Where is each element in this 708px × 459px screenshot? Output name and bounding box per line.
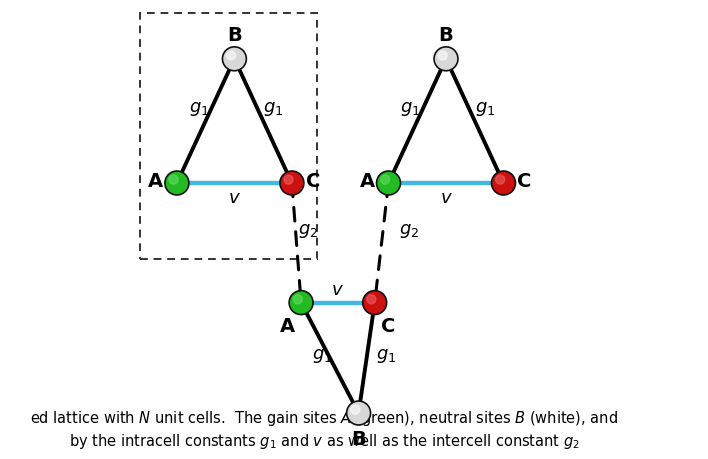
Circle shape [280,172,304,196]
Text: C: C [518,172,532,191]
Circle shape [165,172,189,196]
Text: C: C [306,172,320,191]
Circle shape [434,48,458,72]
Text: B: B [439,26,453,45]
Text: A: A [148,172,163,191]
Text: B: B [351,429,366,448]
Circle shape [381,176,389,185]
Circle shape [169,176,178,185]
Circle shape [438,52,447,61]
Circle shape [362,291,387,315]
Text: ed lattice with $N$ unit cells.  The gain sites $A$ (green), neutral sites $B$ (: ed lattice with $N$ unit cells. The gain… [30,408,618,427]
Text: g$_1$: g$_1$ [376,347,396,365]
Text: g$_1$: g$_1$ [263,100,284,118]
Text: $v$: $v$ [228,188,241,207]
Bar [140,14,317,259]
Text: B: B [227,26,241,45]
Circle shape [377,172,401,196]
Text: $v$: $v$ [440,188,452,207]
Circle shape [293,295,302,304]
Circle shape [350,405,360,414]
Text: g$_1$: g$_1$ [312,347,333,365]
Circle shape [289,291,313,315]
Text: by the intracell constants $g_1$ and $v$ as well as the intercell constant $g_2$: by the intracell constants $g_1$ and $v$… [69,431,580,450]
Circle shape [491,172,515,196]
Circle shape [227,52,236,61]
Text: A: A [280,317,295,336]
Circle shape [347,401,370,425]
Text: A: A [360,172,375,191]
Text: C: C [382,317,396,336]
Circle shape [222,48,246,72]
Circle shape [367,295,376,304]
Text: $v$: $v$ [331,280,344,298]
Text: g$_2$: g$_2$ [298,221,318,240]
Text: g$_1$: g$_1$ [475,100,496,118]
Circle shape [284,176,293,185]
Text: g$_1$: g$_1$ [189,100,210,118]
Text: g$_2$: g$_2$ [399,221,419,240]
Text: g$_1$: g$_1$ [400,100,421,118]
Circle shape [496,176,505,185]
